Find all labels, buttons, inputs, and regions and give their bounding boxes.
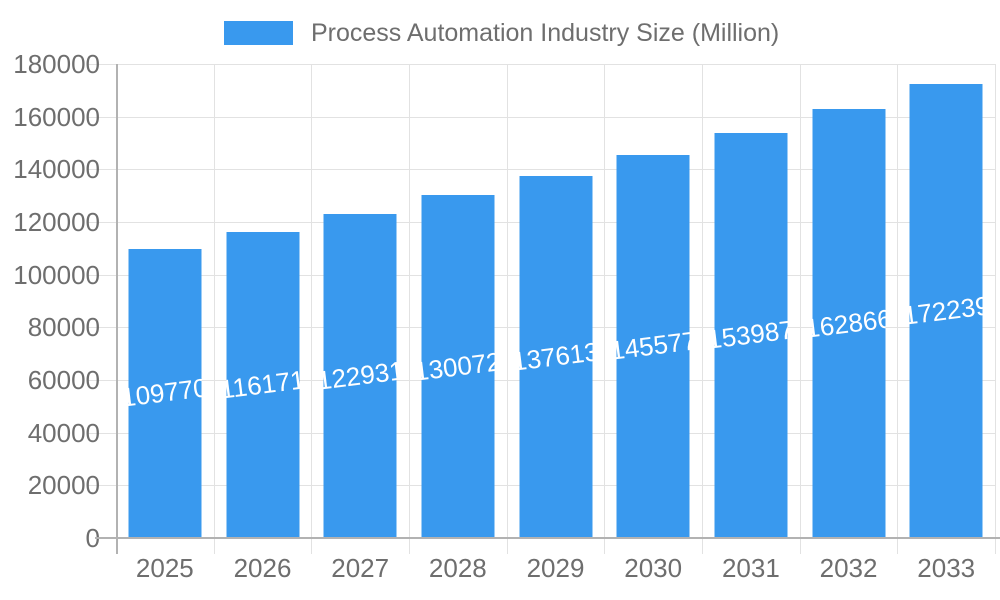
x-tick-label-2029: 2029 bbox=[526, 553, 585, 583]
column-2028: 130072 bbox=[409, 64, 507, 538]
bar-2031[interactable]: 153987 bbox=[714, 132, 788, 538]
y-tick-label: 0 bbox=[85, 523, 100, 553]
gridline-y-140000 bbox=[88, 169, 995, 171]
gridline-x-7 bbox=[799, 64, 801, 554]
x-tick-label-2033: 2033 bbox=[917, 553, 976, 583]
bar-2032[interactable]: 162866 bbox=[812, 109, 886, 538]
plot-area: 109770 116171 122931 130072 137613 145577 1539… bbox=[13, 49, 1000, 583]
bar-value-label: 153987 bbox=[714, 314, 788, 355]
gridline-x-9 bbox=[995, 64, 996, 554]
column-2025: 109770 bbox=[116, 64, 214, 538]
x-tick-label-2031: 2031 bbox=[721, 553, 780, 583]
y-tick-label: 80000 bbox=[27, 312, 100, 343]
bar-value-label: 172239 bbox=[909, 290, 983, 331]
gridline-x-4 bbox=[506, 64, 508, 554]
bar-value-label: 116171 bbox=[226, 364, 299, 405]
gridline-x-2 bbox=[311, 64, 313, 554]
column-2027: 122931 bbox=[311, 64, 409, 538]
y-tick-label: 120000 bbox=[13, 206, 100, 237]
bar-value-label: 109770 bbox=[128, 372, 202, 414]
bar-2026[interactable]: 116171 bbox=[226, 232, 299, 538]
bar-2025[interactable]: 109770 bbox=[128, 248, 202, 538]
gridline-y-160000 bbox=[88, 116, 995, 118]
legend-series-label: Process Automation Industry Size (Millio… bbox=[311, 19, 780, 47]
y-tick-label: 160000 bbox=[13, 101, 100, 132]
gridline-y-180000 bbox=[88, 64, 995, 65]
column-2032: 162866 bbox=[800, 64, 898, 538]
x-tick-label-2026: 2026 bbox=[233, 553, 292, 583]
bar-2033[interactable]: 172239 bbox=[909, 84, 983, 538]
column-2033: 172239 bbox=[897, 64, 995, 538]
gridline-x-3 bbox=[408, 64, 410, 554]
bar-2030[interactable]: 145577 bbox=[616, 154, 690, 538]
x-tick-label-2030: 2030 bbox=[624, 553, 683, 583]
x-tick-label-2025: 2025 bbox=[135, 553, 194, 583]
legend: Process Automation Industry Size (Millio… bbox=[224, 19, 779, 47]
bar-2027[interactable]: 122931 bbox=[323, 214, 397, 538]
bar-2029[interactable]: 137613 bbox=[519, 175, 593, 538]
x-tick-label-2027: 2027 bbox=[331, 553, 390, 583]
column-2030: 145577 bbox=[604, 64, 702, 538]
y-tick-label: 60000 bbox=[27, 364, 100, 395]
y-tick-label: 20000 bbox=[27, 470, 100, 501]
y-tick-label: 180000 bbox=[13, 49, 100, 79]
x-tick-label-2032: 2032 bbox=[819, 553, 878, 583]
bar-value-label: 122931 bbox=[323, 355, 397, 396]
column-2026: 116171 bbox=[214, 64, 312, 538]
bar-value-label: 130072 bbox=[421, 346, 495, 387]
x-tick-label-2028: 2028 bbox=[428, 553, 487, 583]
gridline-x-8 bbox=[897, 64, 899, 554]
column-2029: 137613 bbox=[507, 64, 605, 538]
bar-2028[interactable]: 130072 bbox=[421, 195, 495, 538]
x-axis-baseline bbox=[95, 537, 1000, 539]
y-tick-label: 40000 bbox=[27, 417, 100, 448]
gridline-x-5 bbox=[604, 64, 606, 554]
y-tick-label: 140000 bbox=[13, 154, 100, 185]
y-axis-line bbox=[116, 64, 118, 554]
y-tick-label: 100000 bbox=[13, 259, 100, 290]
gridline-x-6 bbox=[701, 64, 703, 554]
x-axis-labels: 2025 2026 2027 2028 2029 2030 2031 2032 2033 bbox=[116, 553, 995, 583]
bar-value-label: 145577 bbox=[616, 325, 690, 367]
bars-container: 109770 116171 122931 130072 137613 145577 1539… bbox=[116, 64, 995, 538]
bar-value-label: 137613 bbox=[519, 336, 593, 377]
bar-value-label: 162866 bbox=[812, 302, 886, 344]
legend-swatch bbox=[224, 21, 293, 45]
gridline-x-1 bbox=[213, 64, 215, 554]
column-2031: 153987 bbox=[702, 64, 800, 538]
